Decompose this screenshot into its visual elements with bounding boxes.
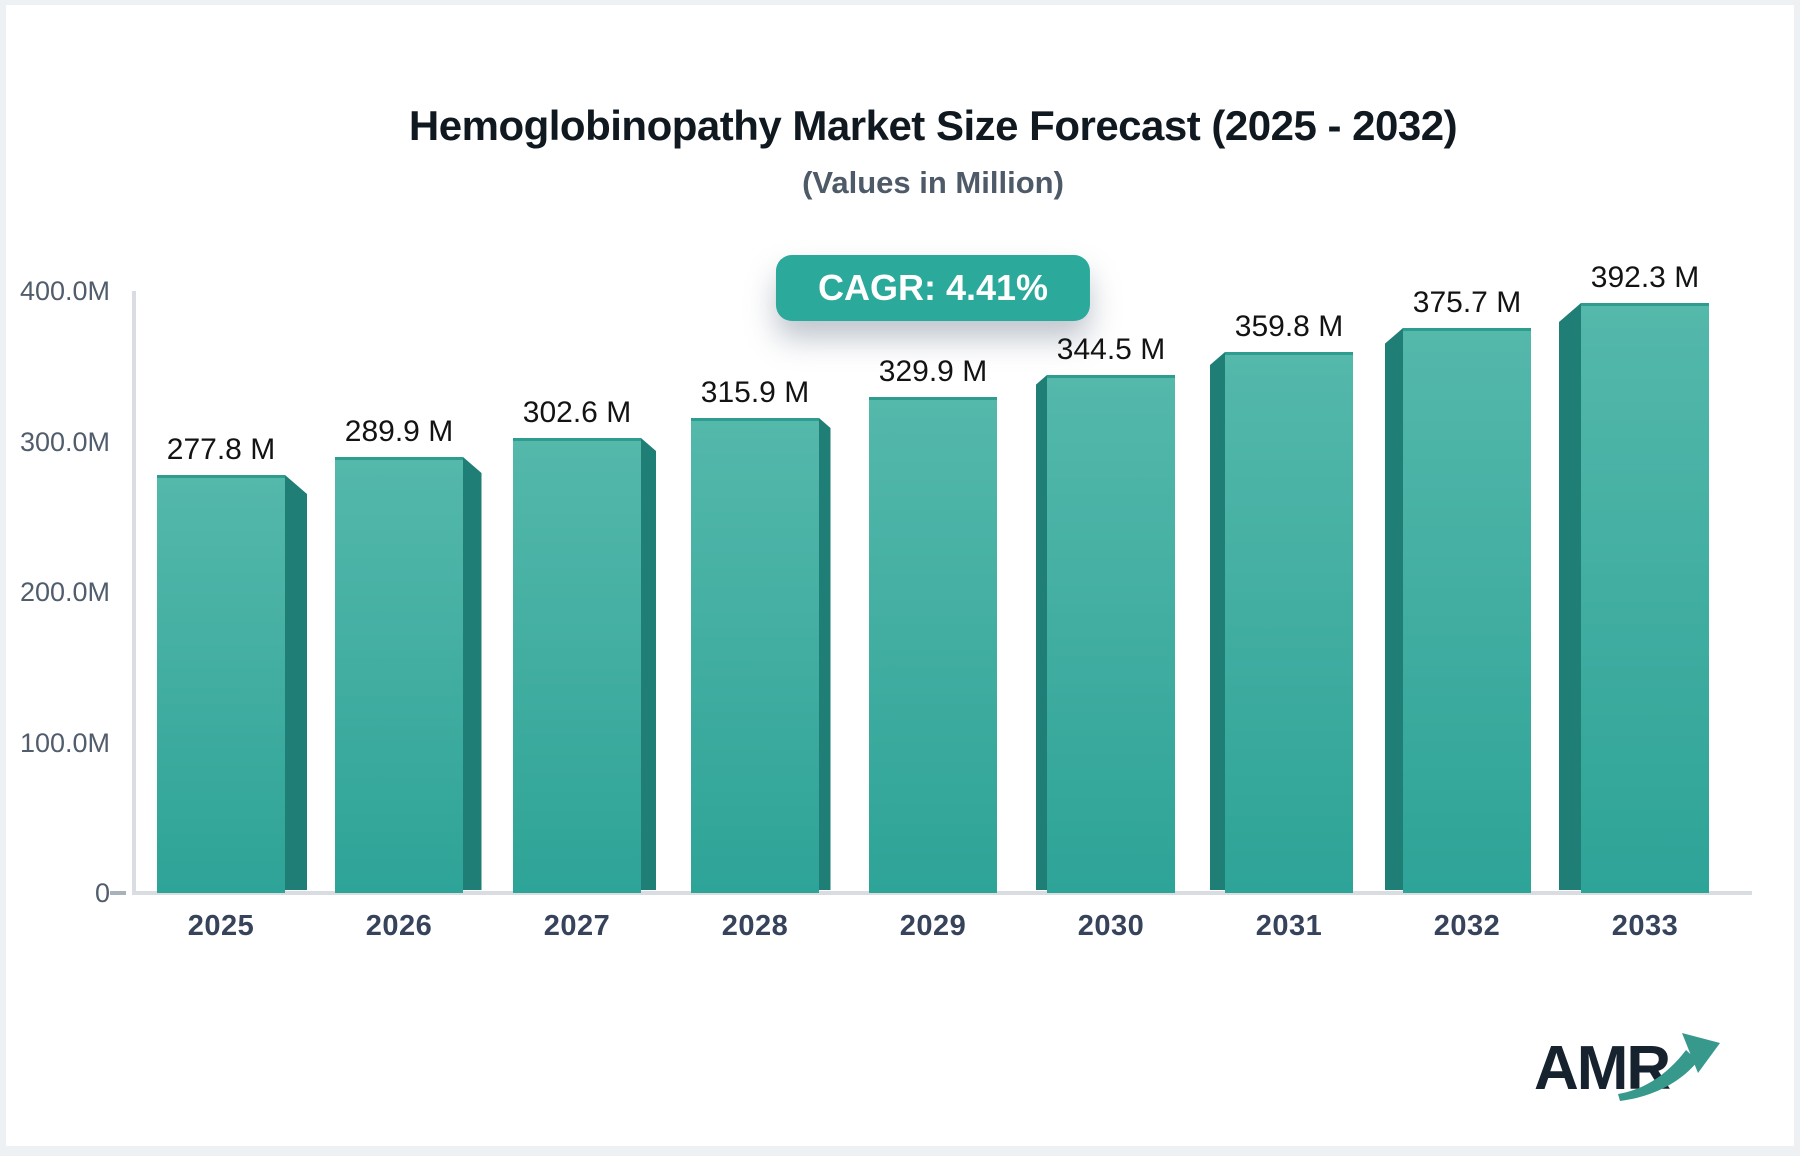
y-axis-line — [132, 291, 136, 895]
bar-column-2030: 344.5 M 2030 — [1022, 291, 1200, 942]
bar-value-label: 392.3 M — [1590, 261, 1700, 294]
bar-column-2028: 315.9 M 2028 — [666, 291, 844, 942]
x-axis-label: 2026 — [365, 910, 433, 942]
y-axis-zero-tick — [110, 891, 126, 895]
x-axis-label: 2025 — [187, 910, 255, 942]
bar-column-2032: 375.7 M 2032 — [1378, 286, 1556, 942]
bar-chart-plot-area: 400.0M 300.0M 200.0M 100.0M 0 277.8 M 2025 289… — [6, 5, 1800, 1156]
bar-value-label: 302.6 M — [522, 396, 632, 429]
y-axis-label: 400.0M — [19, 276, 110, 306]
bar-column-2027: 302.6 M 2027 — [488, 291, 666, 942]
bar-3d-side-face — [1210, 352, 1225, 890]
x-axis-label: 2032 — [1433, 910, 1501, 942]
chart-subtitle: (Values in Million) — [802, 165, 1064, 200]
chart-title: Hemoglobinopathy Market Size Forecast (2… — [408, 102, 1458, 149]
bar-value-label: 344.5 M — [1056, 333, 1166, 366]
chart-card: Hemoglobinopathy Market Size Forecast (2… — [6, 5, 1794, 1146]
bar-value-label: 329.9 M — [878, 355, 988, 388]
bar-value-label: 375.7 M — [1412, 286, 1522, 319]
bar-2030: 344.5 M — [1035, 333, 1175, 893]
bar-3d-side-face — [819, 418, 831, 890]
bar-column-2026: 289.9 M 2026 — [310, 291, 488, 942]
y-axis-label: 100.0M — [19, 727, 110, 758]
bar-2031: 359.8 M — [1210, 310, 1353, 893]
y-axis-label: 200.0M — [19, 577, 110, 607]
cagr-badge-label: CAGR: 4.41% — [817, 267, 1049, 308]
bar-column-2025: 277.8 M 2025 — [132, 291, 310, 942]
x-axis-label: 2028 — [721, 910, 789, 942]
bar-2025: 277.8 M — [157, 433, 307, 893]
bar-2032: 375.7 M — [1384, 286, 1531, 893]
bar-3d-side-face — [1035, 375, 1047, 890]
x-axis-line — [132, 891, 1752, 895]
bar-value-label: 289.9 M — [344, 415, 454, 448]
x-axis-label: 2027 — [543, 910, 611, 942]
bar-column-2031: 359.8 M 2031 — [1200, 291, 1378, 942]
cagr-badge: CAGR: 4.41% — [775, 255, 1091, 321]
bar-2033: 392.3 M — [1559, 261, 1709, 893]
growth-arrow-icon — [1618, 1033, 1720, 1101]
bar-2029: 329.9 M — [869, 355, 997, 893]
bar-column-2033: 392.3 M 2033 — [1556, 261, 1734, 942]
x-axis-label: 2030 — [1077, 910, 1145, 942]
y-axis-label: 0 — [94, 878, 110, 908]
bar-3d-side-face — [463, 457, 482, 890]
amr-logo: AMR — [1534, 1027, 1724, 1117]
bar-2027: 302.6 M — [513, 396, 656, 893]
x-axis-label: 2029 — [899, 910, 967, 942]
bar-value-label: 359.8 M — [1234, 310, 1344, 343]
bar-series: 277.8 M 2025 289.9 M 2026 302.6 M 2027 315.9 M… — [132, 261, 1734, 942]
bar-column-2029: 329.9 M 2029 — [844, 291, 1022, 942]
bar-3d-side-face — [285, 475, 307, 890]
bar-2028: 315.9 M — [691, 376, 831, 893]
bar-3d-side-face — [1559, 303, 1581, 890]
bar-3d-side-face — [1384, 328, 1403, 890]
bar-3d-side-face — [641, 438, 656, 890]
y-axis-label: 300.0M — [19, 426, 110, 457]
x-axis-label: 2031 — [1255, 910, 1323, 942]
x-axis-label: 2033 — [1611, 910, 1679, 942]
bar-value-label: 315.9 M — [700, 376, 810, 409]
bar-2026: 289.9 M — [335, 415, 482, 893]
bar-value-label: 277.8 M — [166, 433, 276, 466]
